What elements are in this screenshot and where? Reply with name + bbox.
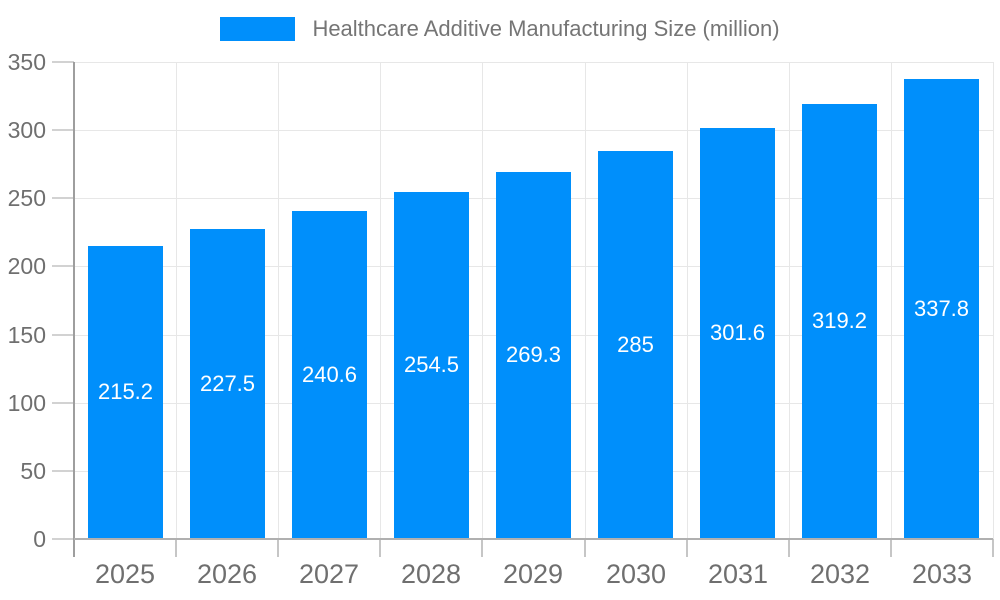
- v-gridline: [585, 62, 586, 539]
- v-gridline: [380, 62, 381, 539]
- legend-swatch-icon: [220, 17, 296, 41]
- x-axis-tick: [992, 539, 994, 557]
- bar-2027[interactable]: [292, 211, 367, 538]
- bar-2031[interactable]: [700, 128, 775, 538]
- h-gridline: [74, 62, 993, 63]
- x-axis-tick: [686, 539, 688, 557]
- v-gridline: [891, 62, 892, 539]
- x-axis-tick: [890, 539, 892, 557]
- y-axis-tick: [52, 197, 74, 199]
- y-axis-tick: [52, 470, 74, 472]
- legend-label: Healthcare Additive Manufacturing Size (…: [312, 16, 780, 41]
- bar-2029[interactable]: [496, 172, 571, 538]
- bar-2026[interactable]: [190, 229, 265, 538]
- y-axis-tick: [52, 129, 74, 131]
- y-axis-tick: [52, 265, 74, 267]
- bar-2028[interactable]: [394, 192, 469, 538]
- x-axis-tick-label: 2025: [94, 559, 156, 589]
- v-gridline: [687, 62, 688, 539]
- y-axis-line: [73, 62, 75, 557]
- x-axis-tick-label: 2029: [502, 559, 564, 589]
- x-axis-tick: [584, 539, 586, 557]
- x-axis-tick-label: 2027: [298, 559, 360, 589]
- bar-2025[interactable]: [88, 246, 163, 538]
- y-axis-tick-label: 300: [7, 117, 46, 143]
- x-axis-line: [74, 538, 993, 540]
- y-axis-tick-label: 350: [7, 49, 46, 75]
- x-axis-tick-label: 2030: [605, 559, 667, 589]
- v-gridline: [278, 62, 279, 539]
- y-axis-tick-label: 100: [7, 390, 46, 416]
- y-axis-tick-label: 150: [7, 322, 46, 348]
- x-axis-tick: [379, 539, 381, 557]
- v-gridline: [789, 62, 790, 539]
- bar-2030[interactable]: [598, 151, 673, 538]
- v-gridline: [993, 62, 994, 539]
- h-gridline: [74, 130, 993, 131]
- y-axis-tick-label: 0: [33, 526, 46, 552]
- v-gridline: [482, 62, 483, 539]
- y-axis-tick: [52, 61, 74, 63]
- chart-legend[interactable]: Healthcare Additive Manufacturing Size (…: [0, 0, 1000, 58]
- bar-2033[interactable]: [904, 79, 979, 538]
- y-axis-tick-label: 250: [7, 185, 46, 211]
- y-axis-tick: [52, 402, 74, 404]
- v-gridline: [176, 62, 177, 539]
- x-axis-tick: [788, 539, 790, 557]
- y-axis-tick-label: 200: [7, 253, 46, 279]
- bar-2032[interactable]: [802, 104, 877, 538]
- y-axis-tick: [52, 538, 74, 540]
- x-axis-tick-label: 2031: [707, 559, 769, 589]
- x-axis-tick-label: 2032: [809, 559, 871, 589]
- x-axis-tick: [175, 539, 177, 557]
- y-axis-tick: [52, 334, 74, 336]
- x-axis-tick-label: 2026: [196, 559, 258, 589]
- x-axis-tick: [277, 539, 279, 557]
- x-axis-tick-label: 2033: [911, 559, 973, 589]
- x-axis-tick: [481, 539, 483, 557]
- y-axis-tick-label: 50: [20, 458, 46, 484]
- x-axis-tick-label: 2028: [400, 559, 462, 589]
